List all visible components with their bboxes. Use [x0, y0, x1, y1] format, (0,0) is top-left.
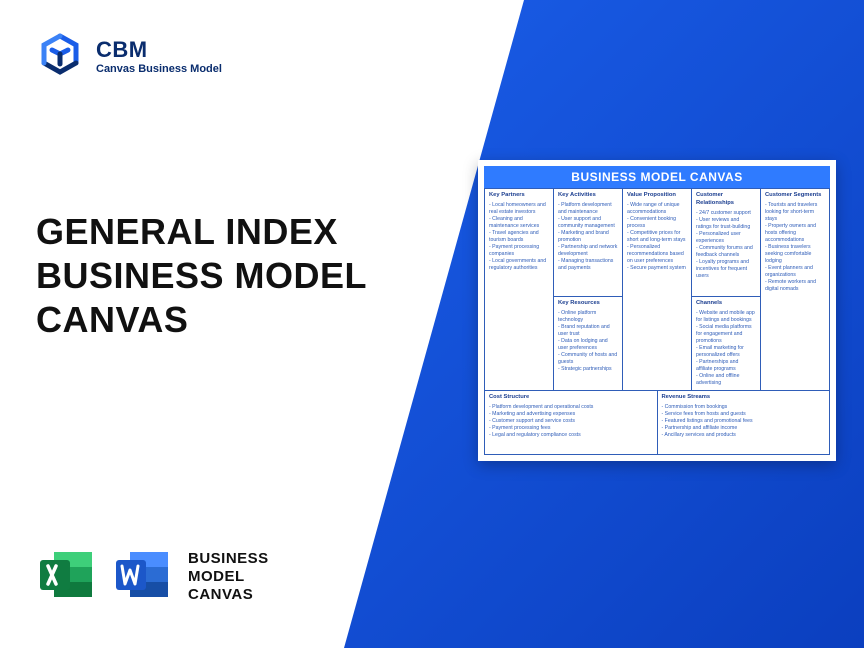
- brand-abbr: CBM: [96, 37, 222, 63]
- list-item: Property owners and hosts offering accom…: [765, 223, 825, 244]
- canvas-title: BUSINESS MODEL CANVAS: [484, 166, 830, 188]
- list-item: Payment processing fees: [489, 425, 653, 432]
- list-item: Service fees from hosts and guests: [662, 411, 826, 418]
- list-item: Marketing and brand promotion: [558, 230, 618, 244]
- cell-heading: Revenue Streams: [662, 394, 826, 402]
- cell-cost-structure: Cost Structure Platform development and …: [485, 390, 657, 454]
- list-item: Website and mobile app for listings and …: [696, 310, 756, 324]
- list-item: Ancillary services and products: [662, 432, 826, 439]
- list-item: Cleaning and maintenance services: [489, 216, 549, 230]
- list-item: Data on lodging and user preferences: [558, 338, 618, 352]
- list-item: Customer support and service costs: [489, 418, 653, 425]
- list-item: Travel agencies and tourism boards: [489, 230, 549, 244]
- apps-label-line-3: CANVAS: [188, 586, 269, 604]
- cell-value-proposition-ext: [622, 296, 691, 390]
- list-item: Tourists and travelers looking for short…: [765, 202, 825, 223]
- list-item: Wide range of unique accommodations: [627, 202, 687, 216]
- list-item: Online and offline advertising: [696, 373, 756, 387]
- list-item: Social media platforms for engagement an…: [696, 324, 756, 345]
- list-item: 24/7 customer support: [696, 210, 756, 217]
- list-item: User reviews and ratings for trust-build…: [696, 217, 756, 231]
- cell-list: Commission from bookingsService fees fro…: [662, 404, 826, 439]
- brand-text: CBM Canvas Business Model: [96, 37, 222, 75]
- brand-subtitle: Canvas Business Model: [96, 63, 222, 75]
- list-item: Secure payment system: [627, 265, 687, 272]
- canvas-row-top: Key Partners Local homeowners and real e…: [485, 188, 829, 296]
- apps-block: BUSINESS MODEL CANVAS: [36, 546, 269, 608]
- cell-list: Wide range of unique accommodationsConve…: [627, 202, 687, 272]
- list-item: Platform development and maintenance: [558, 202, 618, 216]
- cell-heading: Key Partners: [489, 192, 549, 200]
- list-item: Convenient booking process: [627, 216, 687, 230]
- list-item: Commission from bookings: [662, 404, 826, 411]
- brand-logo-block: CBM Canvas Business Model: [36, 32, 222, 80]
- canvas-preview-card: BUSINESS MODEL CANVAS Key Partners Local…: [478, 160, 836, 461]
- list-item: User support and community management: [558, 216, 618, 230]
- headline-line-3: CANVAS: [36, 298, 367, 342]
- cell-heading: Customer Relationships: [696, 192, 756, 208]
- cell-heading: Key Activities: [558, 192, 618, 200]
- list-item: Partnership and network development: [558, 244, 618, 258]
- cell-key-partners: Key Partners Local homeowners and real e…: [485, 188, 553, 296]
- apps-label-line-1: BUSINESS: [188, 550, 269, 568]
- list-item: Event planners and organizations: [765, 265, 825, 279]
- cell-list: Website and mobile app for listings and …: [696, 310, 756, 387]
- apps-label: BUSINESS MODEL CANVAS: [188, 550, 269, 604]
- list-item: Featured listings and promotional fees: [662, 418, 826, 425]
- cell-list: Tourists and travelers looking for short…: [765, 202, 825, 293]
- list-item: Brand reputation and user trust: [558, 324, 618, 338]
- list-item: Loyalty programs and incentives for freq…: [696, 259, 756, 280]
- apps-label-line-2: MODEL: [188, 568, 269, 586]
- list-item: Remote workers and digital nomads: [765, 279, 825, 293]
- list-item: Community of hosts and guests: [558, 352, 618, 366]
- cell-customer-segments-ext: [760, 296, 829, 390]
- list-item: Partnership and affiliate income: [662, 425, 826, 432]
- excel-icon: [36, 546, 98, 608]
- list-item: Community forums and feedback channels: [696, 245, 756, 259]
- cell-heading: Channels: [696, 300, 756, 308]
- cell-customer-relationships: Customer Relationships 24/7 customer sup…: [691, 188, 760, 296]
- list-item: Online platform technology: [558, 310, 618, 324]
- page-title: GENERAL INDEX BUSINESS MODEL CANVAS: [36, 210, 367, 342]
- list-item: Marketing and advertising expenses: [489, 411, 653, 418]
- list-item: Platform development and operational cos…: [489, 404, 653, 411]
- list-item: Business travelers seeking comfortable l…: [765, 244, 825, 265]
- list-item: Legal and regulatory compliance costs: [489, 432, 653, 439]
- canvas-row-mid: Key Resources Online platform technology…: [485, 296, 829, 390]
- cell-list: Local homeowners and real estate investo…: [489, 202, 549, 272]
- list-item: Personalized recommendations based on us…: [627, 244, 687, 265]
- cell-heading: Value Proposition: [627, 192, 687, 200]
- list-item: Partnerships and affiliate programs: [696, 359, 756, 373]
- cell-list: Platform development and operational cos…: [489, 404, 653, 439]
- cell-key-partners-ext: [485, 296, 553, 390]
- brand-logo-icon: [36, 32, 84, 80]
- headline-line-1: GENERAL INDEX: [36, 210, 367, 254]
- cell-list: Platform development and maintenanceUser…: [558, 202, 618, 272]
- list-item: Local homeowners and real estate investo…: [489, 202, 549, 216]
- word-icon: [112, 546, 174, 608]
- canvas-row-bottom: Cost Structure Platform development and …: [485, 390, 829, 454]
- list-item: Local governments and regulatory authori…: [489, 258, 549, 272]
- cell-customer-segments: Customer Segments Tourists and travelers…: [760, 188, 829, 296]
- cell-channels: Channels Website and mobile app for list…: [691, 296, 760, 390]
- cell-heading: Cost Structure: [489, 394, 653, 402]
- canvas-grid: Key Partners Local homeowners and real e…: [484, 188, 830, 455]
- list-item: Competitive prices for short and long-te…: [627, 230, 687, 244]
- list-item: Strategic partnerships: [558, 366, 618, 373]
- list-item: Personalized user experiences: [696, 231, 756, 245]
- cell-list: 24/7 customer supportUser reviews and ra…: [696, 210, 756, 280]
- cell-revenue-streams: Revenue Streams Commission from bookings…: [657, 390, 830, 454]
- cell-value-proposition: Value Proposition Wide range of unique a…: [622, 188, 691, 296]
- headline-line-2: BUSINESS MODEL: [36, 254, 367, 298]
- list-item: Managing transactions and payments: [558, 258, 618, 272]
- cell-list: Online platform technologyBrand reputati…: [558, 310, 618, 373]
- cell-heading: Key Resources: [558, 300, 618, 308]
- cell-key-resources: Key Resources Online platform technology…: [553, 296, 622, 390]
- cell-key-activities: Key Activities Platform development and …: [553, 188, 622, 296]
- list-item: Payment processing companies: [489, 244, 549, 258]
- list-item: Email marketing for personalized offers: [696, 345, 756, 359]
- cell-heading: Customer Segments: [765, 192, 825, 200]
